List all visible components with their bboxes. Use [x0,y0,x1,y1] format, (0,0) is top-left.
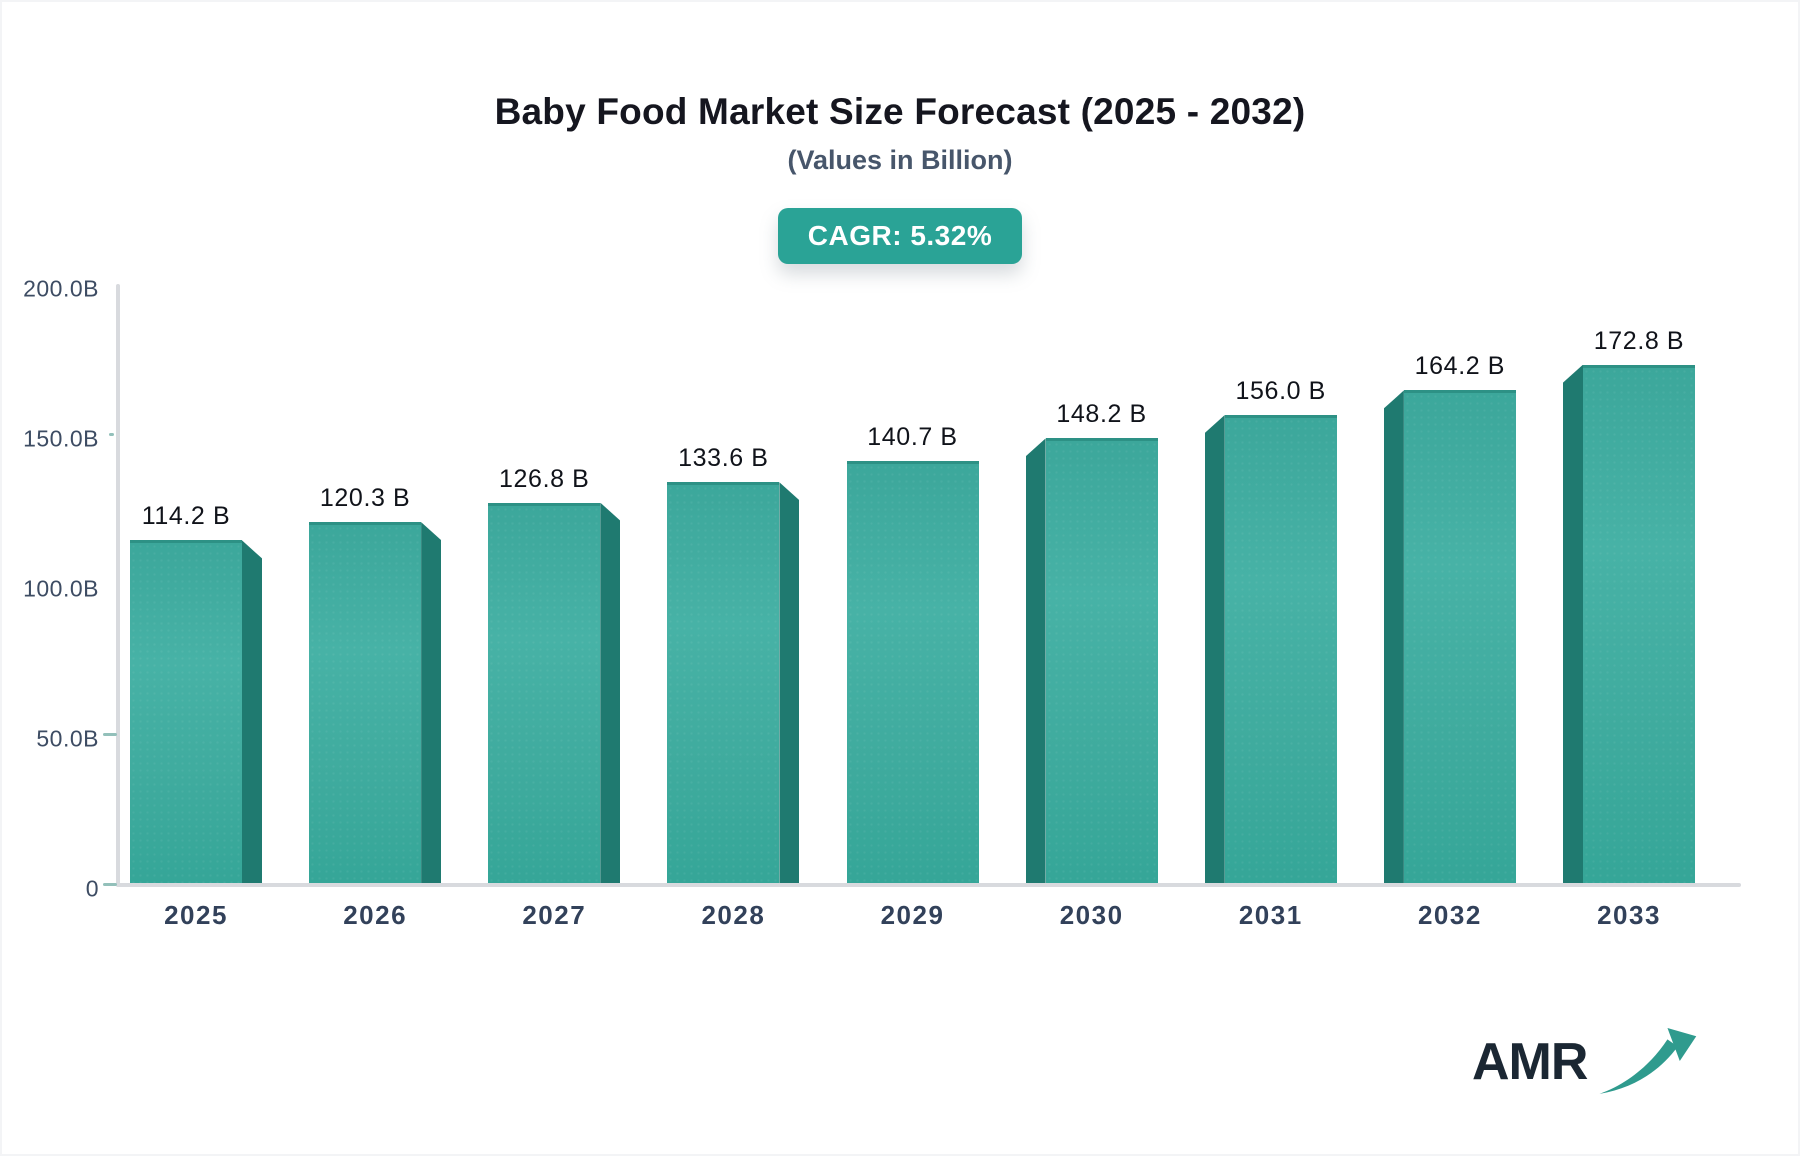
y-axis-label: 100.0B [23,575,99,602]
x-axis-label: 2027 [522,900,587,930]
bar-2026[interactable]: 120.3 B 2026 [309,484,442,930]
bar-3d-side [1025,438,1046,883]
bar-face [1045,438,1158,883]
y-axis-tick [103,733,117,736]
x-axis-label: 2032 [1417,900,1482,930]
y-axis-line [116,284,120,887]
bar-2032[interactable]: 164.2 B 2032 [1383,352,1516,930]
bar-3d-side [779,482,800,883]
bar-value-label: 172.8 B [1593,326,1685,355]
bar-3d-side [1383,390,1404,883]
bar-face [309,522,422,883]
bar-face [846,460,979,884]
x-axis-line [116,883,1741,887]
bar-face [1403,390,1516,883]
x-axis-label: 2028 [701,900,766,930]
bar-3d-side [1563,364,1583,883]
y-axis-label: 200.0B [23,275,99,302]
bar-face [667,482,780,883]
y-axis-label: 0 [85,875,99,902]
bar-value-label: 120.3 B [319,484,411,513]
bar-2033[interactable]: 172.8 B 2033 [1563,327,1695,930]
bar-face [1583,364,1695,884]
bar-2027[interactable]: 126.8 B 2027 [488,465,621,930]
amr-logo: AMR [1472,1024,1702,1114]
bar-value-label: 140.7 B [867,422,958,451]
logo-text: AMR [1472,1033,1588,1091]
x-axis-label: 2029 [880,900,945,930]
x-axis-label: 2030 [1059,900,1124,930]
bar-2029[interactable]: 140.7 B 2029 [846,423,979,930]
bar-3d-side [242,540,262,883]
bar-value-label: 148.2 B [1056,400,1147,429]
chart-subtitle: (Values in Billion) [787,145,1013,175]
y-axis-label: 50.0B [36,725,99,752]
chart-title: Baby Food Market Size Forecast (2025 - 2… [494,91,1306,132]
x-axis-label: 2031 [1238,900,1303,930]
chart-header: Baby Food Market Size Forecast (2025 - 2… [2,2,1798,264]
y-axis-label: 150.0B [23,425,99,452]
x-axis-label: 2033 [1597,900,1661,930]
bar-2030[interactable]: 148.2 B 2030 [1025,400,1158,930]
bar-face [1224,415,1337,883]
x-axis-label: 2025 [164,900,228,930]
y-axis-tick [103,883,117,886]
y-axis-labels: 200.0B 150.0B 100.0B 50.0B 0 [2,276,99,902]
bars-container: 114.2 B 2025 120.3 B 2026 126.8 B 2027 133.6 B… [130,289,1695,930]
growth-arrow-icon [1599,1028,1697,1094]
cagr-badge: CAGR: 5.32% [777,208,1023,264]
bar-2028[interactable]: 133.6 B 2028 [667,444,800,930]
y-axis-tick [109,433,114,436]
bar-value-label: 126.8 B [499,464,590,493]
bar-2025[interactable]: 114.2 B 2025 [130,502,262,930]
plot-area: 114.2 B 2025 120.3 B 2026 126.8 B 2027 133.6 B… [103,284,1741,930]
bar-3d-side [1204,415,1225,883]
bar-value-label: 164.2 B [1414,352,1506,381]
bar-value-label: 114.2 B [141,502,231,531]
bar-value-label: 156.0 B [1235,377,1326,405]
bar-3d-side [600,502,621,883]
bar-value-label: 133.6 B [678,444,769,473]
bar-face [488,502,601,884]
bar-2031[interactable]: 156.0 B 2031 [1204,377,1337,930]
bar-face [130,540,242,883]
bar-3d-side [421,522,442,883]
x-axis-label: 2026 [343,900,408,930]
